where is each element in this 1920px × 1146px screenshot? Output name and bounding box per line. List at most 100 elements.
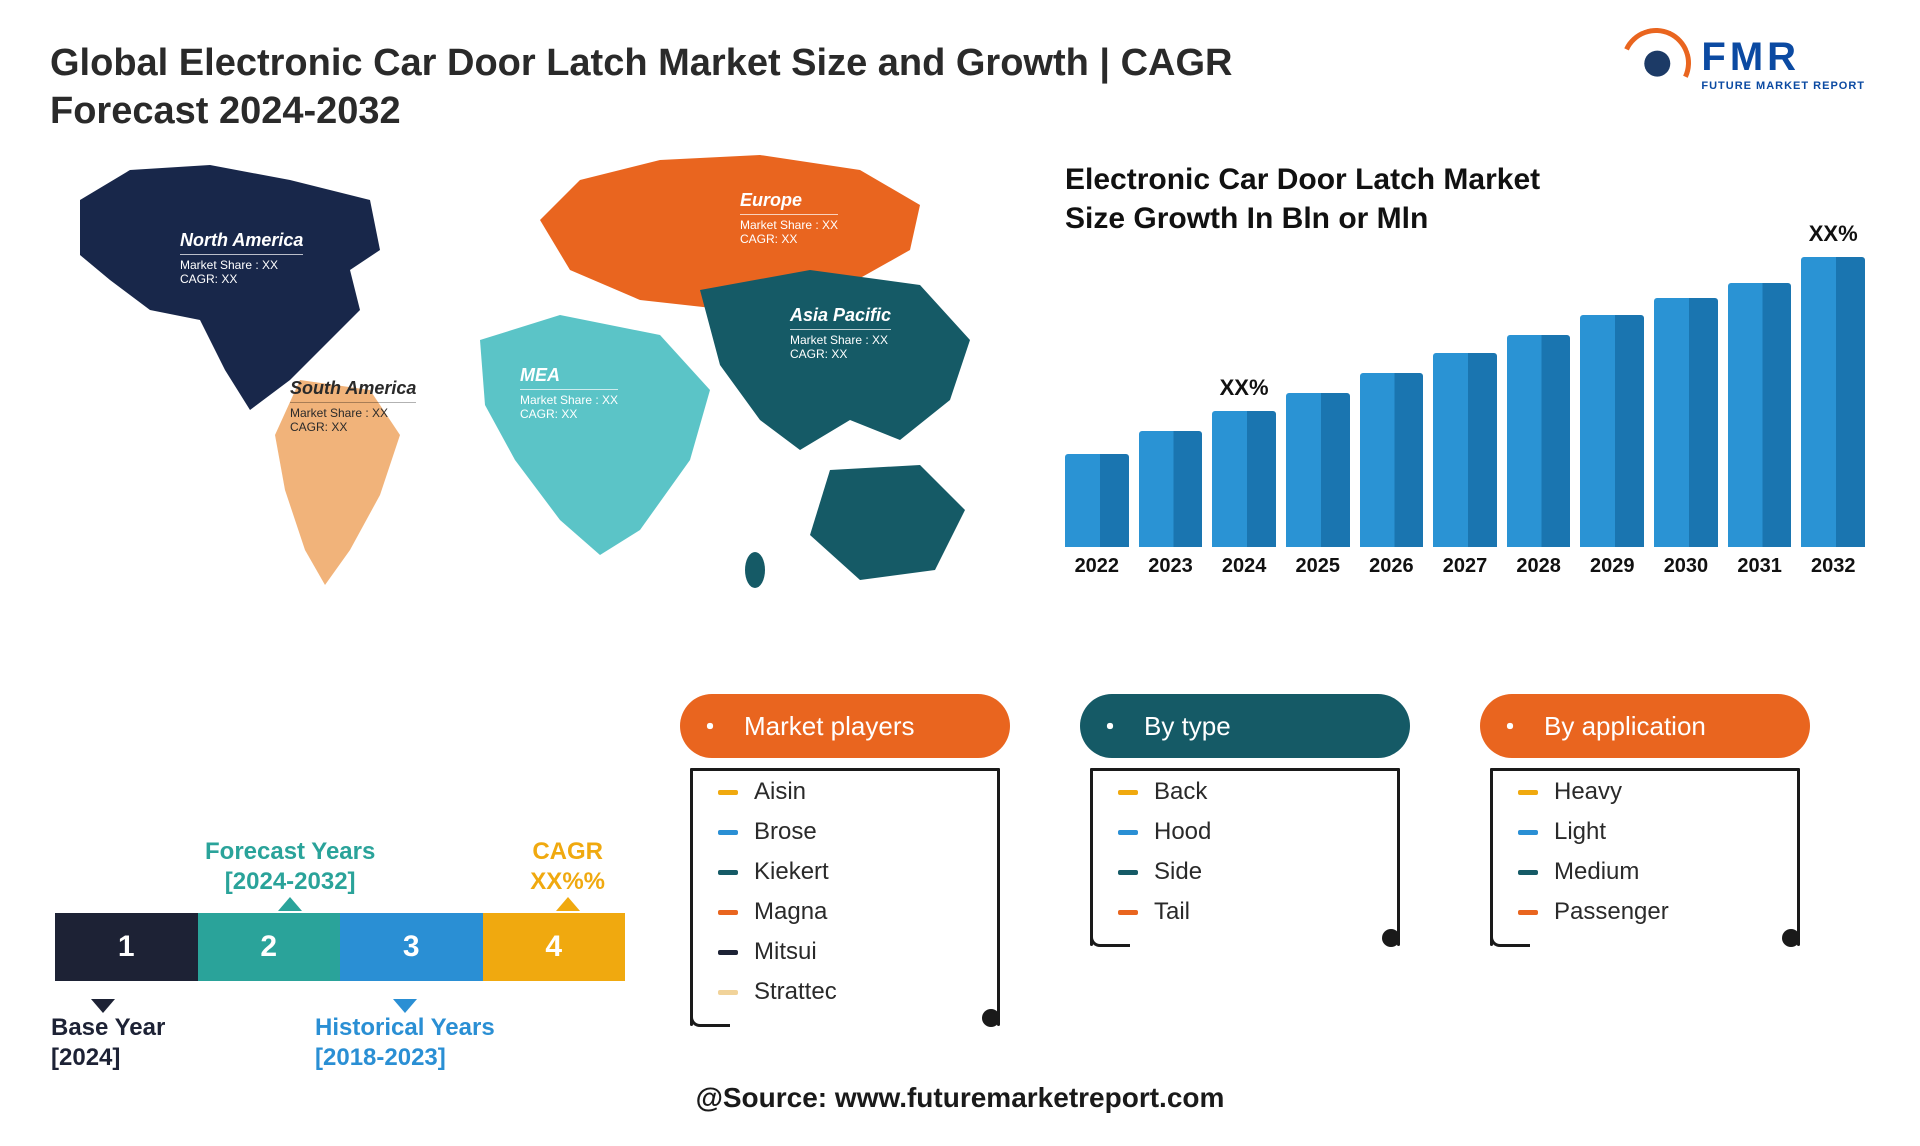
na-label: North America Market Share : XXCAGR: XX [180, 230, 303, 286]
pill-item: Medium [1518, 852, 1792, 892]
pill-item: Kiekert [718, 852, 992, 892]
pill-column: By applicationHeavyLightMediumPassenger [1480, 694, 1810, 1026]
dash-icon [718, 870, 738, 875]
pill-item: Brose [718, 812, 992, 852]
bar [1433, 353, 1497, 547]
na-name: North America [180, 230, 303, 250]
dash-icon [1118, 830, 1138, 835]
pill-list: HeavyLightMediumPassenger [1480, 772, 1810, 946]
timeline-legend: Forecast Years [2024-2032] CAGR XX%% 123… [55, 913, 625, 981]
bar [1580, 315, 1644, 547]
pill-item-label: Light [1554, 818, 1606, 846]
timeline-segment: 3 [340, 913, 483, 981]
pill-list: Aisin Brose Kiekert Magna Mitsui Strattec [680, 772, 1010, 1026]
region-south-america: South America Market Share : XXCAGR: XX [260, 380, 410, 590]
timeline-segment: 1 [55, 913, 198, 981]
arrow-up-icon [556, 897, 580, 911]
bar-col: 2022 [1065, 454, 1129, 578]
logo-abbr: FMR [1701, 35, 1865, 80]
pill-header: By application [1480, 694, 1810, 758]
pill-item: Hood [1118, 812, 1392, 852]
na-shape [80, 165, 380, 410]
bar [1286, 393, 1350, 547]
bar-year-label: 2022 [1075, 555, 1120, 578]
ap-name: Asia Pacific [790, 305, 891, 325]
pill-item-label: Hood [1154, 818, 1211, 846]
dash-icon [1118, 790, 1138, 795]
pill-item-label: Strattec [754, 978, 837, 1006]
dash-icon [1118, 870, 1138, 875]
bar-year-label: 2027 [1443, 555, 1488, 578]
pill-item: Side [1118, 852, 1392, 892]
pill-item-label: Brose [754, 818, 817, 846]
pill-item: Magna [718, 892, 992, 932]
pill-item: Heavy [1518, 772, 1792, 812]
dash-icon [1518, 870, 1538, 875]
bar-col: 2029 [1580, 315, 1644, 578]
logo-tagline: FUTURE MARKET REPORT [1701, 80, 1865, 92]
bar-year-label: 2030 [1664, 555, 1709, 578]
pill-item-label: Magna [754, 898, 827, 926]
bar-callout: XX% [1220, 375, 1269, 401]
world-map: North America Market Share : XXCAGR: XX … [60, 160, 1000, 600]
logo-text: FMR FUTURE MARKET REPORT [1701, 35, 1865, 92]
bar [1065, 454, 1129, 547]
timeline-segment: 2 [198, 913, 341, 981]
pill-item: Mitsui [718, 932, 992, 972]
sa-name: South America [290, 378, 416, 398]
bar-col: 2026 [1360, 373, 1424, 578]
timeline-row: 1234 [55, 913, 625, 981]
source-attribution: @Source: www.futuremarketreport.com [0, 1082, 1920, 1114]
mea-label: MEA Market Share : XXCAGR: XX [520, 365, 618, 421]
dash-icon [1518, 830, 1538, 835]
dash-icon [1118, 910, 1138, 915]
bar-year-label: 2031 [1737, 555, 1782, 578]
bar-col: 2027 [1433, 353, 1497, 578]
dash-icon [718, 950, 738, 955]
bar-col: 2025 [1286, 393, 1350, 578]
dash-icon [718, 790, 738, 795]
ap-label: Asia Pacific Market Share : XXCAGR: XX [790, 305, 891, 361]
dash-icon [718, 830, 738, 835]
cap-forecast: Forecast Years [2024-2032] [205, 837, 375, 917]
bar [1360, 373, 1424, 547]
dash-icon [718, 910, 738, 915]
pill-item-label: Kiekert [754, 858, 829, 886]
bar: XX% [1801, 257, 1865, 547]
cap-cagr: CAGR XX%% [530, 837, 605, 917]
pill-item-label: Back [1154, 778, 1207, 806]
pill-item: Light [1518, 812, 1792, 852]
pill-item-label: Tail [1154, 898, 1190, 926]
eu-label: Europe Market Share : XXCAGR: XX [740, 190, 838, 246]
bar [1728, 283, 1792, 547]
cap-hist: Historical Years [2018-2023] [315, 993, 495, 1073]
bar-year-label: 2032 [1811, 555, 1856, 578]
pill-item: Back [1118, 772, 1392, 812]
mea-name: MEA [520, 365, 560, 385]
dash-icon [718, 990, 738, 995]
pill-item-label: Aisin [754, 778, 806, 806]
timeline-segment: 4 [483, 913, 626, 981]
pill-item: Aisin [718, 772, 992, 812]
pill-item-label: Heavy [1554, 778, 1622, 806]
eu-name: Europe [740, 190, 802, 210]
pill-list: Back Hood Side Tail [1080, 772, 1410, 946]
pill-item-label: Side [1154, 858, 1202, 886]
bar-year-label: 2023 [1148, 555, 1193, 578]
bar-year-label: 2028 [1516, 555, 1561, 578]
logo-icon [1612, 18, 1702, 108]
pill-header: By type [1080, 694, 1410, 758]
sa-label: South America Market Share : XXCAGR: XX [290, 378, 416, 434]
pill-item-label: Mitsui [754, 938, 817, 966]
cap-base: Base Year [2024] [51, 993, 165, 1073]
region-asia-pacific: Asia Pacific Market Share : XXCAGR: XX [690, 270, 1010, 590]
bar [1654, 298, 1718, 547]
bar-col: 2030 [1654, 298, 1718, 578]
arrow-down-icon [393, 999, 417, 1013]
category-pills: Market playersAisinBroseKiekertMagnaMits… [680, 694, 1810, 1026]
bar-chart-area: 2022 2023 XX%202420252026 2027 2028 2029 2030 2… [1065, 248, 1865, 578]
bar-col: 2023 [1139, 431, 1203, 578]
pill-item-label: Medium [1554, 858, 1639, 886]
bar-col: XX%2024 [1212, 411, 1276, 578]
bar-col: 2031 [1728, 283, 1792, 578]
